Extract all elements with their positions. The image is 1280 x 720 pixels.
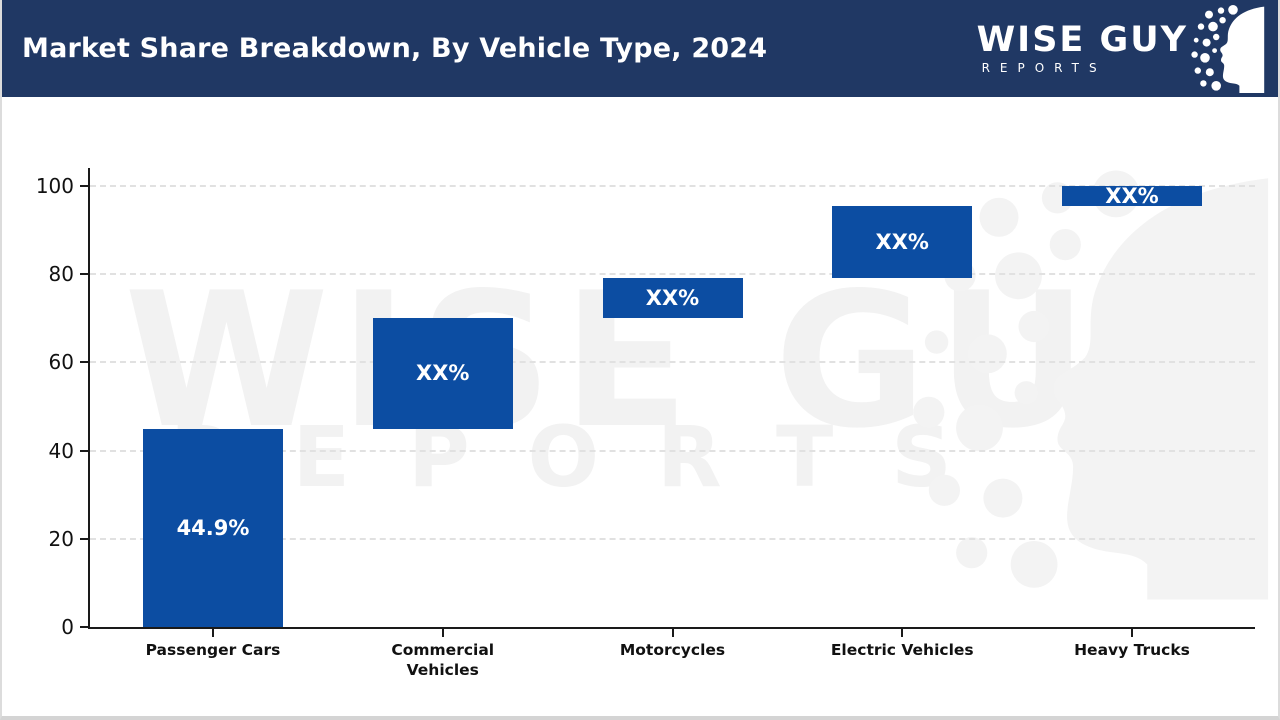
y-tick-label-80: 80 <box>48 262 74 287</box>
bar-value-label: XX% <box>645 286 700 310</box>
bar-motorcycles: XX% <box>602 278 743 318</box>
x-tick-label-4: Heavy Trucks <box>1074 641 1190 659</box>
x-axis-line <box>88 627 1255 629</box>
x-tick-label-1: Commercial Vehicles <box>391 641 495 680</box>
y-tick-60 <box>80 361 88 364</box>
logo-subtitle: REPORTS <box>981 60 1107 75</box>
y-tick-0 <box>80 626 88 628</box>
bar-passenger-cars: 44.9% <box>143 428 283 627</box>
y-axis-line <box>88 168 90 629</box>
bar-electric-vehicles: XX% <box>832 205 973 278</box>
y-tick-80 <box>80 273 88 276</box>
gridline-y100 <box>90 185 1255 187</box>
gridline-y20 <box>90 537 1255 540</box>
x-tick-0 <box>212 629 214 637</box>
x-tick-4 <box>1131 629 1133 637</box>
bar-value-label: XX% <box>416 361 470 386</box>
gridline-y60 <box>90 361 1255 364</box>
x-tick-1 <box>441 629 444 637</box>
y-tick-label-20: 20 <box>48 526 74 551</box>
wiseguy-logo: WISE GUY REPORTS <box>976 4 1268 93</box>
bar-value-label: XX% <box>1105 183 1159 208</box>
logo-face-icon <box>1191 4 1265 93</box>
x-tick-3 <box>901 629 904 637</box>
gridline-y40 <box>90 449 1255 452</box>
bar-commercial-vehicles: XX% <box>372 317 513 429</box>
bar-value-label: XX% <box>875 229 929 254</box>
x-tick-label-3: Electric Vehicles <box>830 641 974 659</box>
report-header: Market Share Breakdown, By Vehicle Type,… <box>2 0 1278 97</box>
x-tick-2 <box>671 629 674 637</box>
y-tick-label-100: 100 <box>35 174 74 198</box>
y-tick-label-40: 40 <box>48 438 74 463</box>
bar-heavy-trucks: XX% <box>1062 183 1202 208</box>
logo-wordmark: WISE GUY <box>976 19 1188 60</box>
y-tick-20 <box>80 537 88 540</box>
page-title: Market Share Breakdown, By Vehicle Type,… <box>22 33 768 64</box>
y-tick-label-0: 0 <box>61 615 74 639</box>
watermark-subtitle: REPORTS <box>170 408 1010 506</box>
y-tick-40 <box>80 449 88 452</box>
y-tick-label-60: 60 <box>48 350 74 375</box>
bar-value-label: 44.9% <box>176 515 250 540</box>
gridline-y80 <box>90 273 1255 276</box>
x-tick-label-2: Motorcycles <box>619 641 726 659</box>
x-tick-label-0: Passenger Cars <box>145 641 281 659</box>
y-tick-100 <box>80 185 88 187</box>
